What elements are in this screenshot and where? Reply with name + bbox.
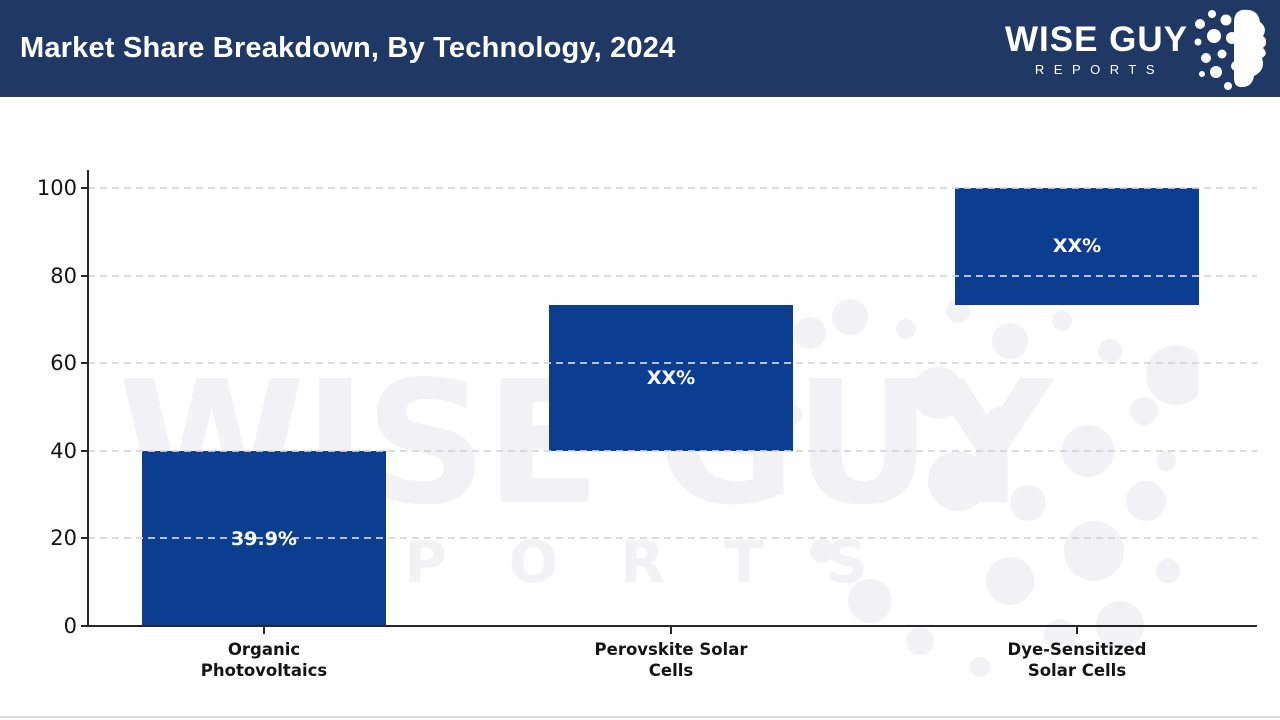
- y-axis-tick-label: 0: [63, 614, 77, 638]
- bar-value-label: XX%: [1052, 235, 1102, 258]
- y-axis-tick-mark: [81, 274, 88, 277]
- y-axis: [87, 170, 89, 627]
- x-axis-tick-mark: [263, 627, 265, 634]
- gridline: [88, 362, 1257, 365]
- page-title: Market Share Breakdown, By Technology, 2…: [20, 32, 676, 64]
- y-axis-tick-mark: [81, 625, 88, 627]
- x-axis-tick-mark: [1076, 627, 1078, 634]
- category-label: Perovskite Solar Cells: [594, 640, 748, 680]
- brand-face-icon: [1194, 9, 1266, 90]
- brand-logo: WISE GUY REPORTS: [1005, 6, 1266, 92]
- bar: [549, 304, 793, 452]
- y-axis-tick-label: 80: [50, 263, 77, 288]
- x-axis-tick-mark: [670, 627, 672, 634]
- y-axis-tick-mark: [81, 362, 88, 365]
- bottom-divider: [0, 716, 1280, 718]
- y-axis-tick-label: 60: [50, 351, 77, 376]
- brand-wordmark: WISE GUY REPORTS: [1005, 22, 1188, 76]
- y-axis-tick-label: 100: [36, 176, 77, 200]
- y-axis-tick-mark: [81, 537, 88, 540]
- brand-subtitle: REPORTS: [1034, 61, 1165, 77]
- gridline: [88, 274, 1257, 277]
- y-axis-tick-mark: [81, 449, 88, 452]
- bar-value-label: 39.9%: [231, 527, 297, 550]
- brand-name: WISE GUY: [1004, 19, 1188, 59]
- category-label: Dye-Sensitized Solar Cells: [1007, 640, 1147, 680]
- y-axis-tick-mark: [81, 187, 88, 189]
- x-axis: [87, 625, 1257, 627]
- category-label: Organic Photovoltaics: [200, 640, 328, 680]
- gridline: [88, 449, 1257, 452]
- bar: [955, 188, 1199, 305]
- gridline: [88, 187, 1257, 189]
- chart-area: WISE GUY REPORTS 39.9% XX% XX% 0 20 40 60 80 100…: [0, 97, 1280, 720]
- gridline: [88, 537, 1257, 540]
- y-axis-tick-label: 20: [50, 526, 77, 551]
- bar-value-label: XX%: [646, 367, 696, 390]
- y-axis-tick-label: 40: [50, 438, 77, 463]
- header-bar: Market Share Breakdown, By Technology, 2…: [0, 0, 1280, 97]
